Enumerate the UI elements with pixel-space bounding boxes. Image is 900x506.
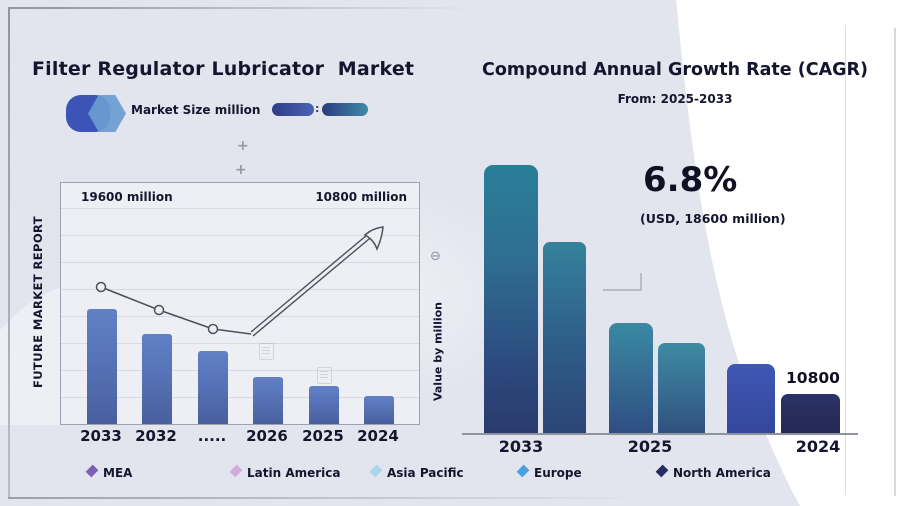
- legend-pill-teal: [322, 103, 368, 116]
- cagr-title: Compound Annual Growth Rate (CAGR): [482, 60, 868, 80]
- frame-bottom-line: [8, 497, 648, 499]
- cagr-value: 6.8%: [643, 160, 738, 200]
- legend-label: Latin America: [247, 466, 341, 480]
- frame-top-line: [8, 7, 478, 9]
- gridline: [61, 289, 419, 290]
- clipboard-watermark-icon: [317, 367, 332, 384]
- value-by-million-axis-label: Value by million: [431, 301, 445, 402]
- future-market-report-label: FUTURE MARKET REPORT: [31, 216, 45, 389]
- x-label: 2033: [80, 427, 122, 445]
- legend-label: North America: [673, 466, 771, 480]
- x-label: 2033: [498, 437, 544, 456]
- cagr-bar-2025-secondary: [658, 343, 705, 433]
- circle-minus-icon: ⊖: [430, 249, 441, 264]
- legend-label: MEA: [103, 466, 133, 480]
- cagr-basis: (USD, 18600 million): [640, 211, 786, 226]
- right-chart-x-axis-line: [462, 433, 858, 435]
- cagr-bar-2025-primary: [609, 323, 653, 433]
- cagr-bar-2033-primary: [484, 165, 538, 433]
- gridline: [61, 343, 419, 344]
- clipboard-watermark-icon: [259, 343, 274, 360]
- plus-decoration-icon: +: [237, 138, 249, 154]
- background-vertical-line: [845, 25, 846, 495]
- diamond-icon: [516, 464, 530, 478]
- market-size-legend-label: Market Size million: [131, 103, 261, 117]
- bar-2026: [253, 377, 283, 424]
- diamond-icon: [655, 464, 669, 478]
- bar-2025: [309, 386, 339, 424]
- diamond-icon: [369, 464, 383, 478]
- diamond-icon: [229, 464, 243, 478]
- legend-label: Asia Pacific: [387, 466, 464, 480]
- gridline: [61, 208, 419, 209]
- cagr-bar-2024-secondary: [781, 394, 840, 433]
- x-label: 2024: [795, 437, 841, 456]
- market-size-bar-chart: 19600 million 10800 million: [60, 182, 420, 425]
- gridline: [61, 262, 419, 263]
- legend-label: Europe: [534, 466, 582, 480]
- x-label: 2025: [302, 427, 344, 445]
- diamond-icon: [85, 464, 99, 478]
- plus-decoration-icon: +: [235, 162, 247, 178]
- gridline: [61, 235, 419, 236]
- bar-2032: [142, 334, 172, 424]
- background-right-edge-line: [894, 28, 896, 496]
- bar-value-annotation: 10800: [786, 369, 840, 387]
- bracket-decoration: [603, 273, 642, 291]
- cagr-bar-2033-secondary: [543, 242, 586, 433]
- legend-pill-blue: [272, 103, 314, 116]
- x-label: 2032: [135, 427, 177, 445]
- legend-pill-separator: :: [315, 102, 320, 115]
- page-title: Filter Regulator Lubricator Market: [32, 58, 415, 80]
- market-size-icon: [66, 95, 126, 132]
- bar-2033: [87, 309, 117, 424]
- x-label: .....: [197, 427, 227, 445]
- chart-annotation-start-value: 19600 million: [81, 190, 173, 204]
- gridline: [61, 397, 419, 398]
- left-chart-x-axis: 2033 2032 ..... 2026 2025 2024: [60, 427, 420, 445]
- cagr-bar-2024-primary: [727, 364, 775, 433]
- frame-left-line: [8, 7, 10, 499]
- gridline: [61, 370, 419, 371]
- x-label: 2024: [357, 427, 399, 445]
- bar-2024: [364, 396, 394, 424]
- cagr-subtitle: From: 2025-2033: [617, 92, 733, 106]
- x-label: 2025: [627, 437, 673, 456]
- x-label: 2026: [246, 427, 288, 445]
- chart-annotation-end-value: 10800 million: [315, 190, 407, 204]
- bar-intermediate: [198, 351, 228, 424]
